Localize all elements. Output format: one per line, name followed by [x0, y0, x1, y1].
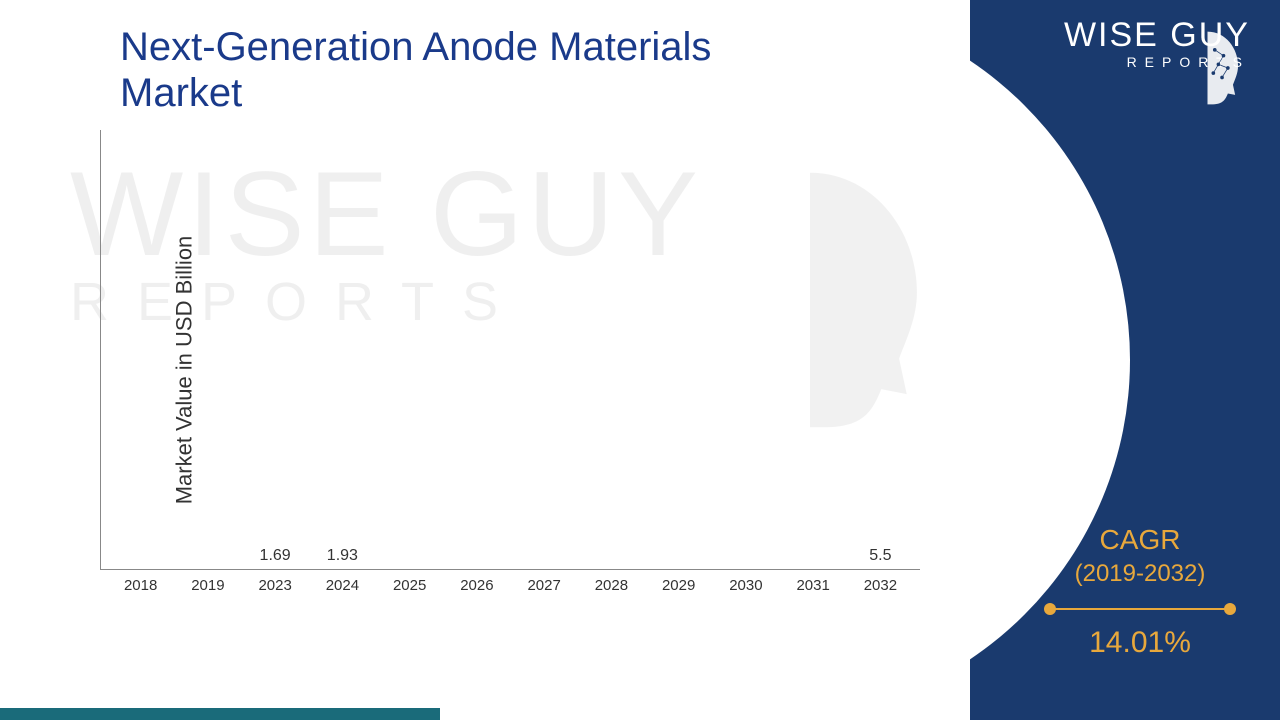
bar-wrap: 2018 — [112, 565, 170, 569]
bar-wrap: 5.52032 — [851, 547, 909, 569]
plot-region: 2018 2019 1.692023 1.932024 2025 2026 2027 2028… — [100, 130, 920, 570]
bar-wrap: 2028 — [582, 565, 640, 569]
bar-wrap: 2025 — [381, 565, 439, 569]
x-tick-label: 2032 — [864, 577, 897, 594]
bar-wrap: 2030 — [717, 565, 775, 569]
bar-value-label: 1.69 — [260, 547, 291, 565]
bar-wrap: 1.692023 — [246, 547, 304, 569]
bar-wrap: 2031 — [784, 565, 842, 569]
bar-wrap: 1.932024 — [313, 547, 371, 569]
bar-wrap: 2027 — [515, 565, 573, 569]
x-tick-label: 2028 — [595, 577, 628, 594]
x-tick-label: 2030 — [729, 577, 762, 594]
chart-area: Market Value in USD Billion 201820191.69… — [40, 130, 920, 610]
x-tick-label: 2019 — [191, 577, 224, 594]
cagr-value: 14.01% — [1000, 626, 1280, 660]
bottom-strip — [0, 708, 440, 720]
bars-container: 2018 2019 1.692023 1.932024 2025 2026 2027 2028… — [101, 130, 920, 569]
bar-value-label: 1.93 — [327, 547, 358, 565]
brand-logo: WISE GUY REPORTS — [1064, 18, 1250, 70]
logo-head-icon — [1170, 28, 1245, 108]
bar-wrap: 2029 — [650, 565, 708, 569]
cagr-block: CAGR (2019-2032) 14.01% — [1000, 524, 1280, 660]
cagr-divider — [1050, 608, 1230, 610]
x-tick-label: 2024 — [326, 577, 359, 594]
x-tick-label: 2023 — [258, 577, 291, 594]
cagr-period: (2019-2032) — [1000, 560, 1280, 588]
x-tick-label: 2018 — [124, 577, 157, 594]
bar-wrap: 2026 — [448, 565, 506, 569]
x-tick-label: 2026 — [460, 577, 493, 594]
x-tick-label: 2029 — [662, 577, 695, 594]
cagr-label: CAGR — [1000, 524, 1280, 556]
chart-title: Next-Generation Anode Materials Market — [120, 24, 820, 116]
x-tick-label: 2025 — [393, 577, 426, 594]
bar-wrap: 2019 — [179, 565, 237, 569]
x-tick-label: 2027 — [527, 577, 560, 594]
x-tick-label: 2031 — [796, 577, 829, 594]
bar-value-label: 5.5 — [869, 547, 891, 565]
